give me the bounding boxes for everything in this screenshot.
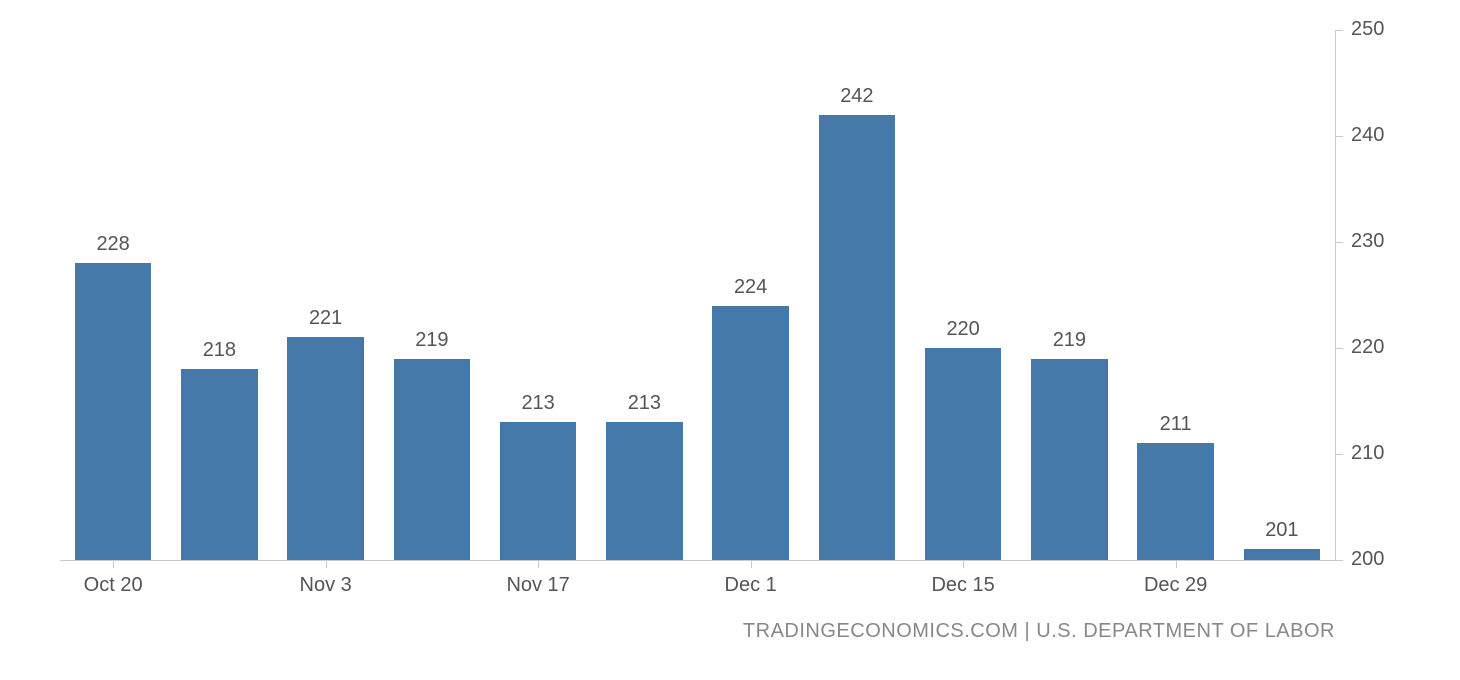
y-tick-label: 230 [1351,230,1384,253]
chart-container: TRADINGECONOMICS.COM | U.S. DEPARTMENT O… [0,0,1460,680]
y-tick-label: 210 [1351,442,1384,465]
bar-value-label: 242 [840,85,873,108]
chart-bar [1244,549,1321,560]
x-tick [113,560,114,568]
chart-bar [181,369,258,560]
bar-value-label: 201 [1265,519,1298,542]
bar-value-label: 219 [415,329,448,352]
y-tick-label: 250 [1351,18,1384,41]
y-tick [1335,454,1343,455]
x-tick [326,560,327,568]
chart-bar [287,337,364,560]
y-tick [1335,136,1343,137]
bar-value-label: 228 [96,233,129,256]
bar-value-label: 213 [628,392,661,415]
x-tick-label: Dec 15 [931,574,994,597]
x-tick-label: Oct 20 [84,574,143,597]
x-tick-label: Dec 29 [1144,574,1207,597]
bar-value-label: 221 [309,307,342,330]
bar-value-label: 213 [521,392,554,415]
chart-bar [819,115,896,560]
source-attribution: TRADINGECONOMICS.COM | U.S. DEPARTMENT O… [743,620,1335,643]
y-tick-label: 200 [1351,548,1384,571]
x-tick-label: Dec 1 [725,574,777,597]
x-tick [751,560,752,568]
x-tick-label: Nov 3 [300,574,352,597]
y-tick [1335,30,1343,31]
y-tick-label: 220 [1351,336,1384,359]
chart-bar [75,263,152,560]
chart-bar [1031,359,1108,560]
x-tick [1176,560,1177,568]
bar-value-label: 218 [203,339,236,362]
chart-bar [606,422,683,560]
chart-bar [712,306,789,560]
x-axis [60,560,1335,561]
bar-value-label: 219 [1053,329,1086,352]
chart-bar [500,422,577,560]
x-tick-label: Nov 17 [506,574,569,597]
bar-value-label: 224 [734,276,767,299]
chart-bar [925,348,1002,560]
x-tick [963,560,964,568]
bar-value-label: 220 [946,318,979,341]
x-tick [538,560,539,568]
chart-bar [1137,443,1214,560]
bar-value-label: 211 [1160,413,1192,436]
y-axis [1335,30,1336,560]
y-tick [1335,560,1343,561]
y-tick [1335,348,1343,349]
y-tick-label: 240 [1351,124,1384,147]
y-tick [1335,242,1343,243]
chart-bar [394,359,471,560]
